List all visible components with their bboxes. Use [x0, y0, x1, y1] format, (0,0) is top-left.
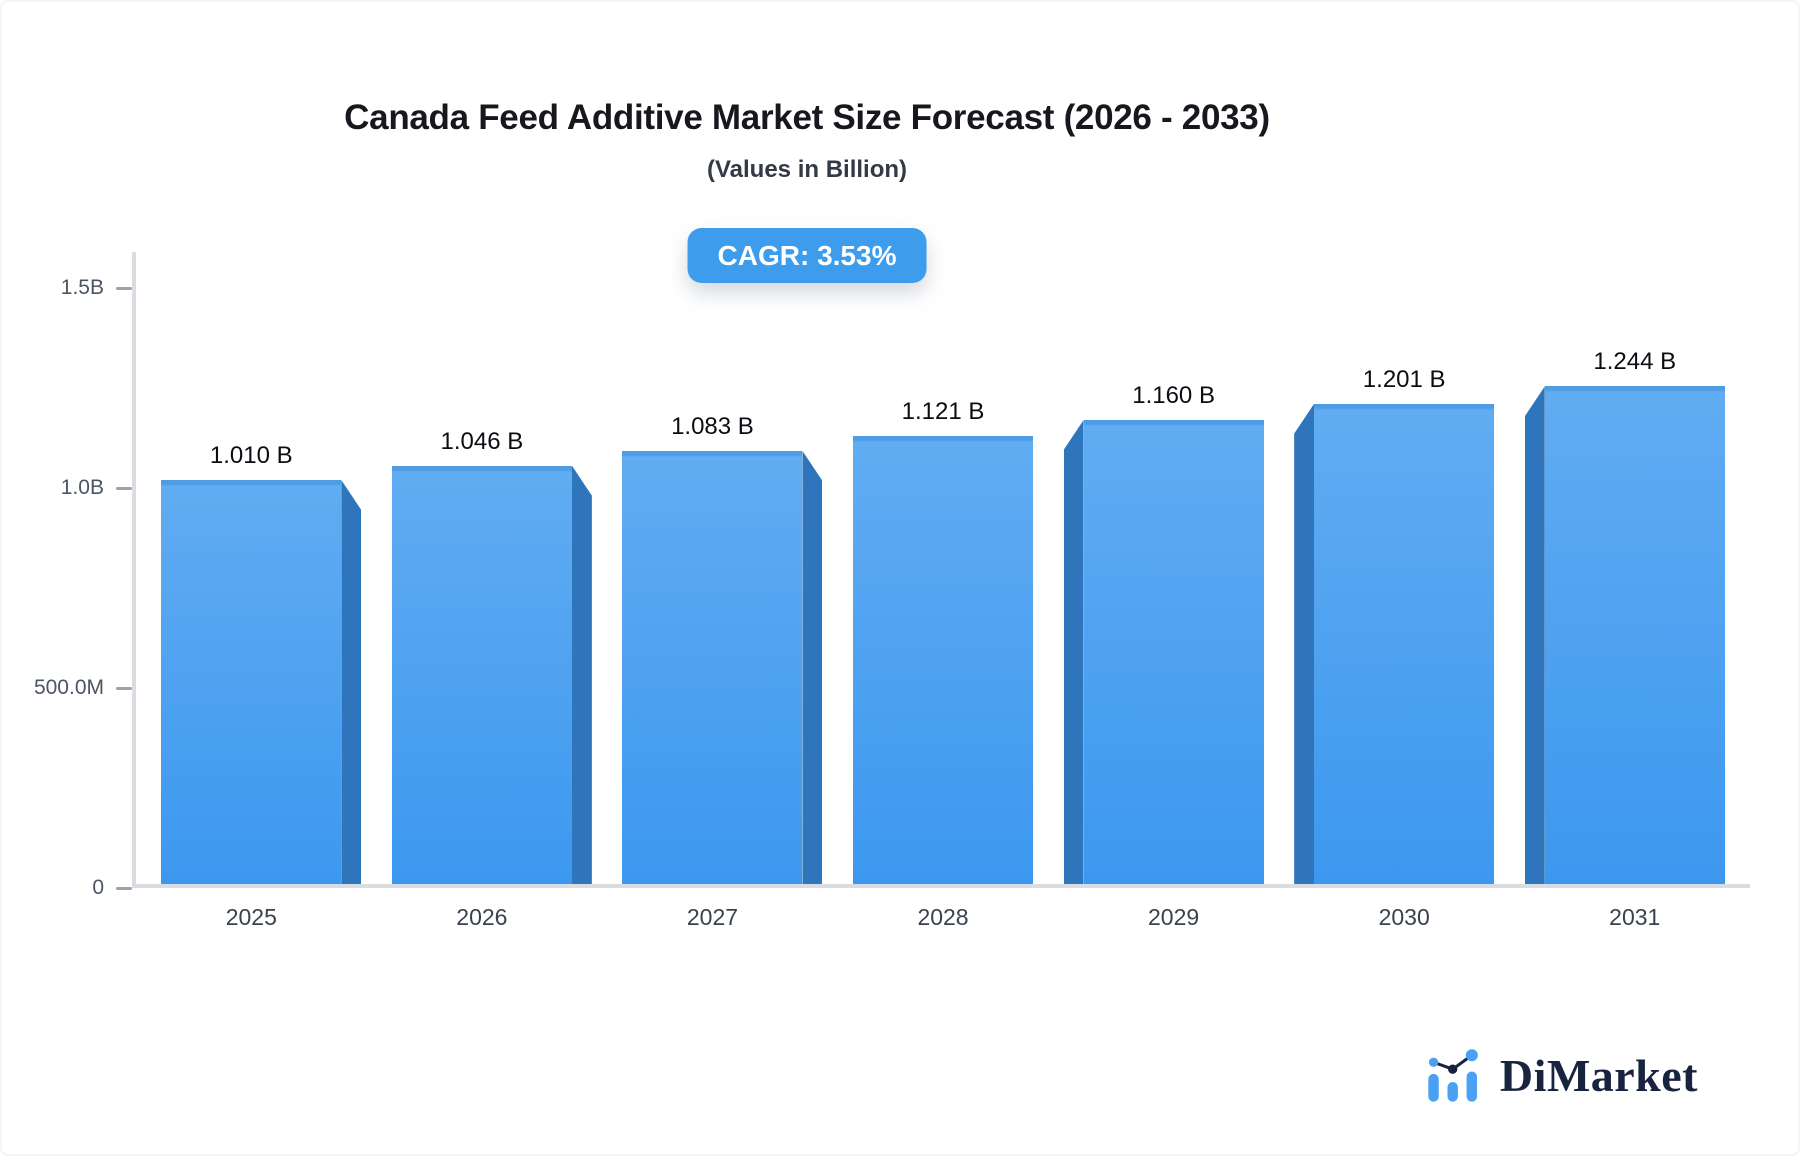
bar-2028: 1.121 B [853, 398, 1034, 884]
bar-value-label: 1.121 B [901, 397, 985, 425]
bar-3d-side [802, 450, 823, 884]
tick-dash [116, 886, 132, 890]
x-axis-label: 2031 [1609, 904, 1661, 930]
x-axis-label: 2026 [456, 904, 508, 930]
y-tick-label: 500.0M [33, 676, 104, 699]
bar-3d-side [1294, 403, 1315, 884]
tick-dash [116, 486, 132, 490]
page-title: Canada Feed Additive Market Size Forecas… [344, 98, 1270, 137]
y-tick-label: 1.5B [60, 276, 104, 299]
bar-2029: 1.160 B [1063, 382, 1264, 884]
bar-2025: 1.010 B [161, 442, 362, 884]
y-axis-tick: 500.0M [34, 676, 132, 700]
tick-dash [116, 686, 132, 690]
bar-value-label: 1.160 B [1132, 382, 1215, 409]
x-axis-label: 2025 [225, 904, 277, 930]
dimarket-logo-icon [1428, 1049, 1478, 1102]
y-axis-tick: 0 [92, 876, 132, 900]
bar-2026: 1.046 B [391, 428, 592, 884]
bar-slot-2030: 1.201 B 2030 [1289, 252, 1520, 930]
bar-face [1314, 403, 1495, 884]
bar-3d-side [571, 465, 592, 884]
y-tick-label: 0 [92, 876, 104, 899]
bar-slot-2029: 1.160 B 2029 [1058, 252, 1289, 930]
bar-face [1083, 420, 1264, 884]
dimarket-logo: DiMarket [1424, 1046, 1698, 1104]
dimarket-logo-text: DiMarket [1499, 1049, 1698, 1101]
x-axis-label: 2030 [1378, 904, 1430, 930]
y-axis-tick: 1.5B [61, 276, 132, 300]
bar-value-label: 1.083 B [671, 412, 754, 440]
bar-slot-2031: 1.244 B 2031 [1519, 252, 1750, 930]
bar-slot-2026: 1.046 B 2026 [367, 252, 598, 930]
tick-dash [116, 286, 132, 290]
bar-value-label: 1.201 B [1362, 365, 1446, 393]
plot-area: 1.5B 1.0B 500.0M 0 1.010 B 2025 [34, 252, 1750, 930]
cagr-badge: CAGR: 3.53% [687, 228, 927, 283]
x-axis-label: 2028 [917, 904, 969, 930]
bar-3d-side [341, 480, 362, 884]
bar-slot-2025: 1.010 B 2025 [136, 252, 367, 930]
bar-face [1544, 386, 1725, 884]
y-tick-label: 1.0B [60, 476, 104, 499]
x-axis-label: 2029 [1148, 904, 1200, 930]
bar-value-label: 1.244 B [1593, 348, 1677, 376]
bar-face [853, 435, 1034, 884]
bar-face [161, 480, 342, 884]
bar-2031: 1.244 B [1524, 348, 1725, 884]
bar-2030: 1.201 B [1294, 366, 1495, 884]
x-axis-label: 2027 [686, 904, 739, 930]
bars-container: 1.010 B 2025 1.046 B 2026 1.083 B 202 [136, 252, 1750, 930]
y-axis-tick: 1.0B [61, 476, 132, 500]
bar-face [622, 450, 803, 884]
bar-value-label: 1.046 B [440, 427, 524, 455]
chart-header: Canada Feed Additive Market Size Forecas… [2, 98, 1612, 184]
bar-face [391, 465, 572, 884]
bar-3d-side [1063, 420, 1084, 884]
bar-value-label: 1.010 B [209, 442, 293, 469]
bar-slot-2028: 1.121 B 2028 [828, 252, 1059, 930]
bar-3d-side [1524, 386, 1545, 884]
bar-slot-2027: 1.083 B 2027 [597, 252, 828, 930]
bar-2027: 1.083 B [622, 413, 823, 884]
chart-subtitle: (Values in Billion) [706, 156, 908, 183]
